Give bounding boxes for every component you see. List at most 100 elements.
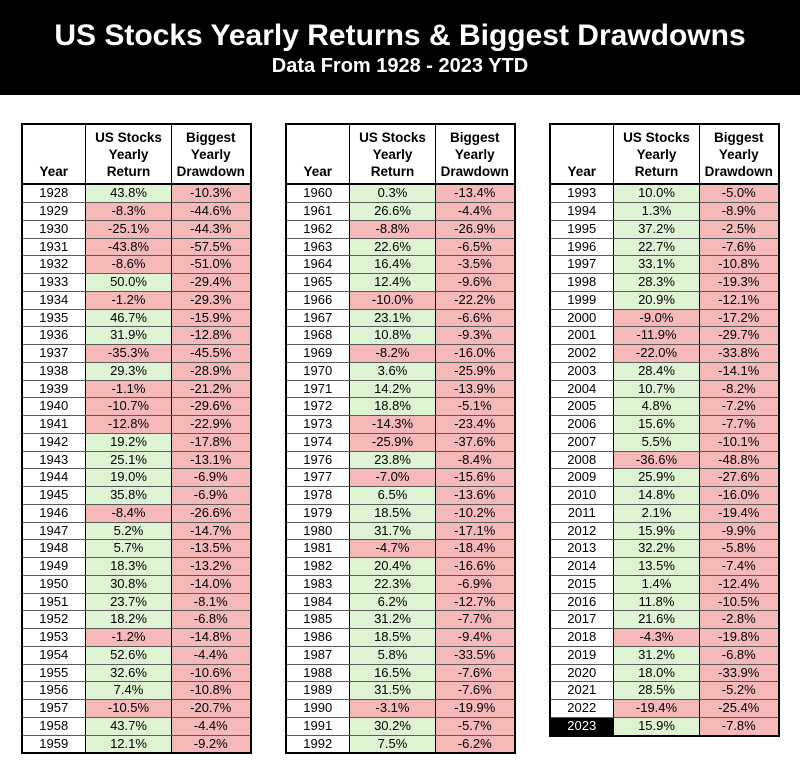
return-cell: 31.9%: [85, 326, 172, 346]
return-cell: -14.3%: [349, 415, 436, 434]
drawdown-cell: -18.4%: [435, 539, 515, 559]
table-row: 1930 -25.1% -44.3%: [21, 219, 251, 239]
year-cell: 1961: [285, 202, 350, 221]
year-cell: 1988: [285, 663, 350, 683]
table-row: 1989 31.5% -7.6%: [285, 681, 515, 701]
drawdown-cell: -26.9%: [435, 219, 515, 239]
table-row: 1972 18.8% -5.1%: [285, 397, 515, 417]
return-cell: -36.6%: [613, 450, 700, 470]
year-cell: 1947: [21, 521, 86, 541]
year-cell: 1954: [21, 645, 86, 665]
drawdown-cell: -12.8%: [171, 326, 251, 346]
table-row: 1938 29.3% -28.9%: [21, 361, 251, 381]
table-row: 2020 18.0% -33.9%: [549, 663, 779, 683]
drawdown-cell: -5.1%: [435, 397, 515, 417]
year-cell: 1934: [21, 290, 86, 310]
table-row: 2013 32.2% -5.8%: [549, 539, 779, 559]
table-row: 2016 11.8% -10.5%: [549, 592, 779, 612]
drawdown-cell: -4.4%: [171, 716, 251, 736]
drawdown-cell: -16.0%: [699, 486, 779, 505]
return-cell: 23.8%: [349, 450, 436, 470]
table-row: 1963 22.6% -6.5%: [285, 237, 515, 257]
drawdown-cell: -33.5%: [435, 645, 515, 665]
table-row: 1964 16.4% -3.5%: [285, 255, 515, 275]
table-row: 1933 50.0% -29.4%: [21, 273, 251, 292]
table-row: 2019 31.2% -6.8%: [549, 645, 779, 665]
year-cell: 2019: [549, 645, 614, 665]
drawdown-cell: -16.0%: [435, 344, 515, 363]
table-row: 1995 37.2% -2.5%: [549, 219, 779, 239]
return-column-header: US Stocks Yearly Return: [349, 123, 436, 186]
drawdown-cell: -15.6%: [435, 468, 515, 488]
year-cell: 1998: [549, 273, 614, 292]
return-cell: 20.4%: [349, 557, 436, 576]
drawdown-cell: -27.6%: [699, 468, 779, 488]
drawdown-cell: -7.7%: [435, 610, 515, 630]
return-cell: 12.4%: [349, 273, 436, 292]
year-cell: 2004: [549, 379, 614, 399]
year-cell: 1937: [21, 344, 86, 363]
year-cell: 1946: [21, 503, 86, 523]
table-row: 1962 -8.8% -26.9%: [285, 219, 515, 239]
drawdown-cell: -5.7%: [435, 716, 515, 736]
year-cell: 2000: [549, 308, 614, 328]
return-cell: 22.6%: [349, 237, 436, 257]
year-cell: 1944: [21, 468, 86, 488]
year-cell: 2017: [549, 610, 614, 630]
drawdown-cell: -7.6%: [699, 237, 779, 257]
table-header-row: Year US Stocks Yearly Return Biggest Yea…: [549, 123, 779, 186]
table-row: 2021 28.5% -5.2%: [549, 681, 779, 701]
table-row: 1997 33.1% -10.8%: [549, 255, 779, 275]
table-row: 1986 18.5% -9.4%: [285, 628, 515, 647]
drawdown-cell: -8.9%: [699, 202, 779, 221]
table-body: 1993 10.0% -5.0% 1994 1.3% -8.9% 1995 37.2% -2.5…: [549, 183, 779, 737]
table-row: 1978 6.5% -13.6%: [285, 486, 515, 505]
return-cell: 23.1%: [349, 308, 436, 328]
drawdown-cell: -10.8%: [171, 681, 251, 701]
year-cell: 1976: [285, 450, 350, 470]
return-cell: 30.8%: [85, 574, 172, 594]
drawdown-cell: -19.9%: [435, 699, 515, 718]
return-cell: 16.4%: [349, 255, 436, 275]
table-row: 1934 -1.2% -29.3%: [21, 290, 251, 310]
drawdown-cell: -6.9%: [435, 574, 515, 594]
return-cell: 31.2%: [349, 610, 436, 630]
return-cell: 46.7%: [85, 308, 172, 328]
year-cell: 1956: [21, 681, 86, 701]
table-row: 1949 18.3% -13.2%: [21, 557, 251, 576]
year-cell: 1941: [21, 415, 86, 434]
year-cell: 1932: [21, 255, 86, 275]
table-row: 1941 -12.8% -22.9%: [21, 415, 251, 434]
year-cell: 2018: [549, 628, 614, 647]
table-row: 1976 23.8% -8.4%: [285, 450, 515, 470]
table-row: 1937 -35.3% -45.5%: [21, 344, 251, 363]
year-cell: 1936: [21, 326, 86, 346]
table-row: 1935 46.7% -15.9%: [21, 308, 251, 328]
year-cell: 1965: [285, 273, 350, 292]
return-cell: -1.1%: [85, 379, 172, 399]
year-cell: 1933: [21, 273, 86, 292]
return-cell: -4.3%: [613, 628, 700, 647]
table-row: 1981 -4.7% -18.4%: [285, 539, 515, 559]
table-row: 1932 -8.6% -51.0%: [21, 255, 251, 275]
drawdown-cell: -25.4%: [699, 699, 779, 718]
table-row: 1960 0.3% -13.4%: [285, 183, 515, 204]
year-cell: 2006: [549, 415, 614, 434]
year-cell: 1977: [285, 468, 350, 488]
return-cell: -22.0%: [613, 344, 700, 363]
returns-table-1960-1992: Year US Stocks Yearly Return Biggest Yea…: [284, 123, 516, 755]
table-row: 2004 10.7% -8.2%: [549, 379, 779, 399]
table-row: 1999 20.9% -12.1%: [549, 290, 779, 310]
return-cell: -8.2%: [349, 344, 436, 363]
return-cell: 25.1%: [85, 450, 172, 470]
return-cell: 18.2%: [85, 610, 172, 630]
table-row: 1947 5.2% -14.7%: [21, 521, 251, 541]
return-cell: 5.5%: [613, 432, 700, 452]
return-cell: -4.7%: [349, 539, 436, 559]
table-row: 2010 14.8% -16.0%: [549, 486, 779, 505]
return-cell: 30.2%: [349, 716, 436, 736]
table-row: 2002 -22.0% -33.8%: [549, 344, 779, 363]
drawdown-cell: -17.8%: [171, 432, 251, 452]
drawdown-cell: -26.6%: [171, 503, 251, 523]
drawdown-cell: -4.4%: [171, 645, 251, 665]
